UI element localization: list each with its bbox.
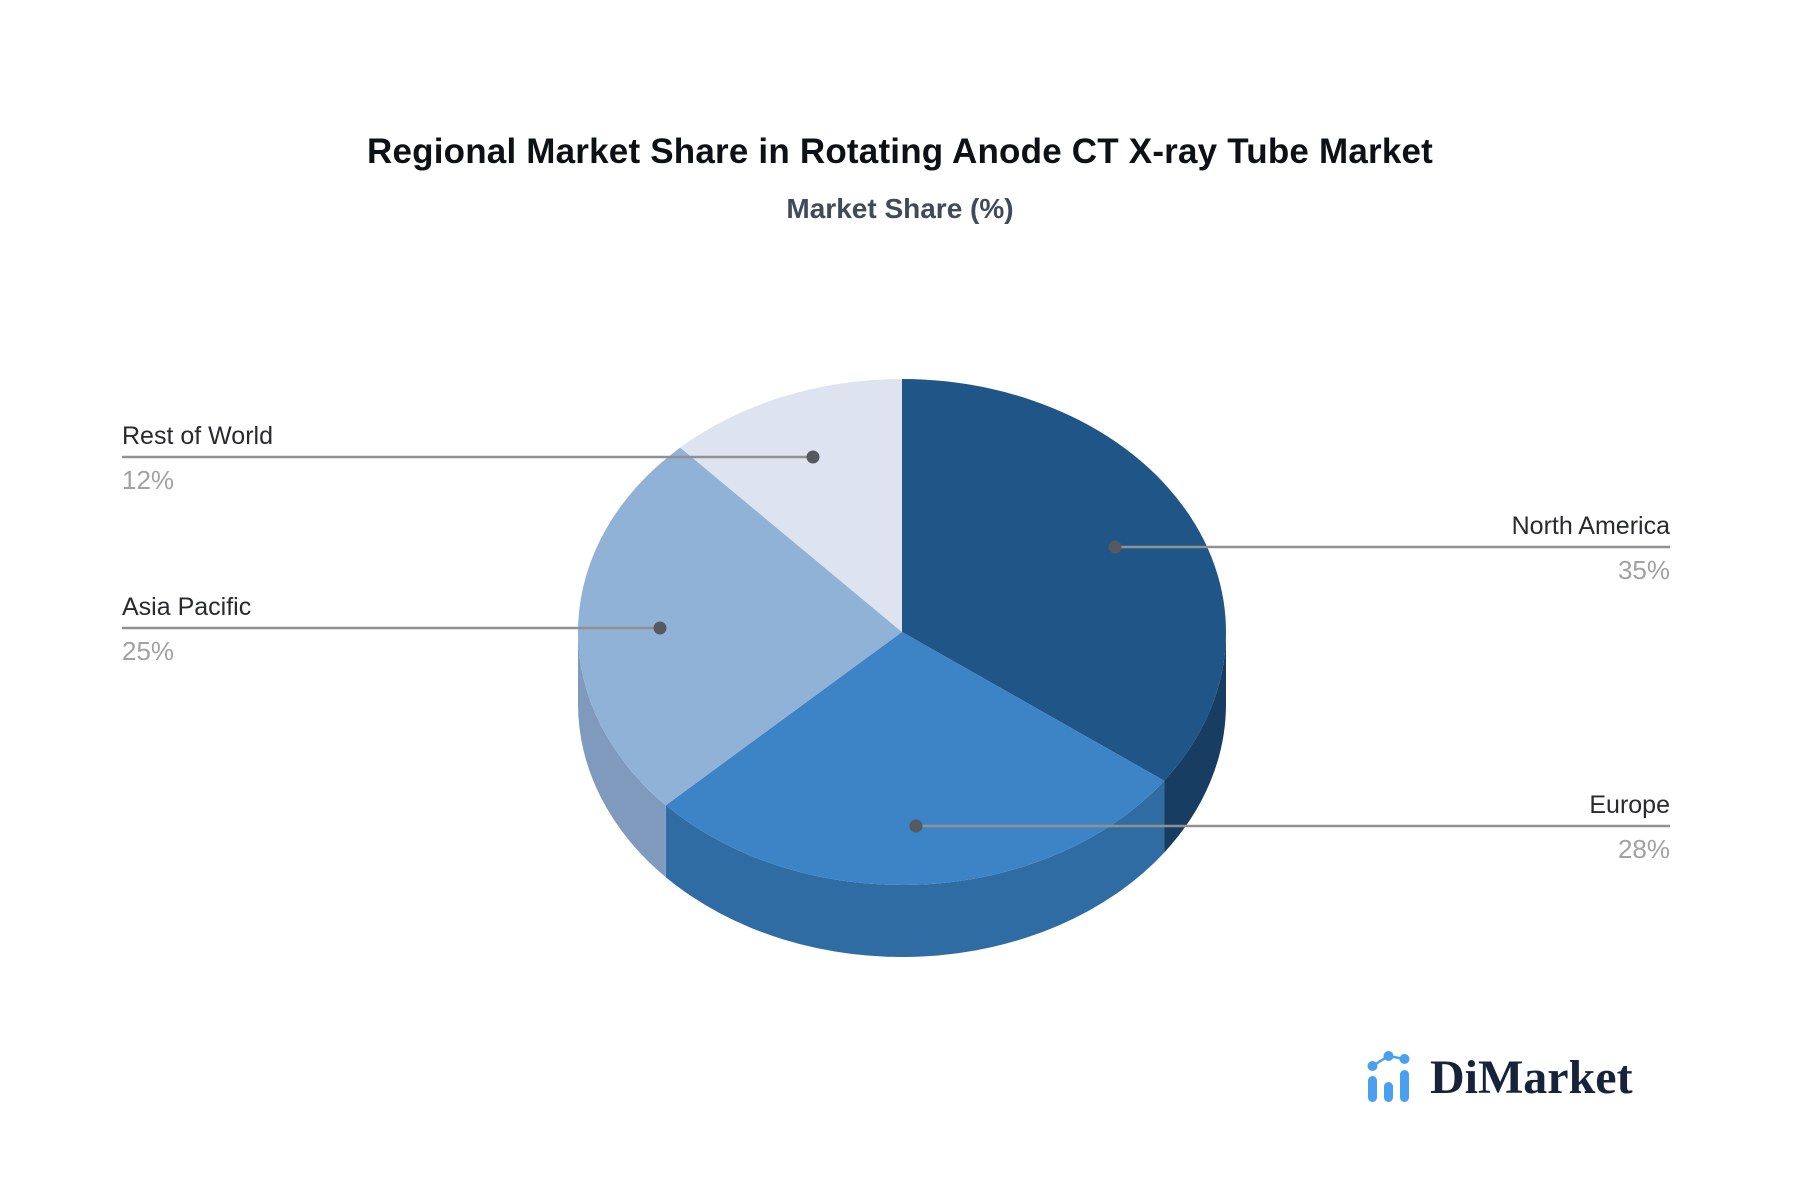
logo-dot-1 <box>1367 1061 1378 1071</box>
brand-name: DiMarket <box>1430 1051 1633 1104</box>
label-rest-of-world: Rest of World <box>122 422 273 450</box>
label-asia-pacific: Asia Pacific <box>122 593 252 621</box>
logo-bar-2 <box>1384 1082 1393 1102</box>
value-rest-of-world: 12% <box>122 465 175 495</box>
logo-dot-2 <box>1383 1051 1394 1061</box>
leader-dot-europe <box>909 819 923 833</box>
pie-slice-europe[interactable] <box>665 632 1165 886</box>
label-europe: Europe <box>1589 791 1670 819</box>
value-north-america: 35% <box>1617 555 1670 585</box>
pie-slice-side-north-america <box>1164 632 1226 853</box>
chart-subtitle: Market Share (%) <box>786 193 1014 224</box>
value-asia-pacific: 25% <box>122 636 175 666</box>
label-north-america: North America <box>1511 512 1670 540</box>
brand-logo: DiMarket <box>1366 1036 1633 1106</box>
pie-slice-side-europe <box>665 780 1165 958</box>
pie-slice-north-america[interactable] <box>902 379 1226 781</box>
logo-bar-3 <box>1400 1070 1409 1102</box>
leader-dot-asia-pacific <box>653 621 667 635</box>
pie-slice-asia-pacific[interactable] <box>578 447 902 806</box>
leader-dot-north-america <box>1108 540 1122 554</box>
logo-dot-3 <box>1399 1054 1410 1064</box>
value-europe: 28% <box>1617 834 1670 864</box>
pie-slice-side-asia-pacific <box>578 632 666 878</box>
chart-title: Regional Market Share in Rotating Anode … <box>366 132 1434 171</box>
bar-chart-logo-icon <box>1367 1051 1410 1102</box>
logo-bar-1 <box>1368 1076 1377 1102</box>
leader-dot-rest-of-world <box>806 450 820 464</box>
pie-slice-rest-of-world[interactable] <box>680 379 902 632</box>
